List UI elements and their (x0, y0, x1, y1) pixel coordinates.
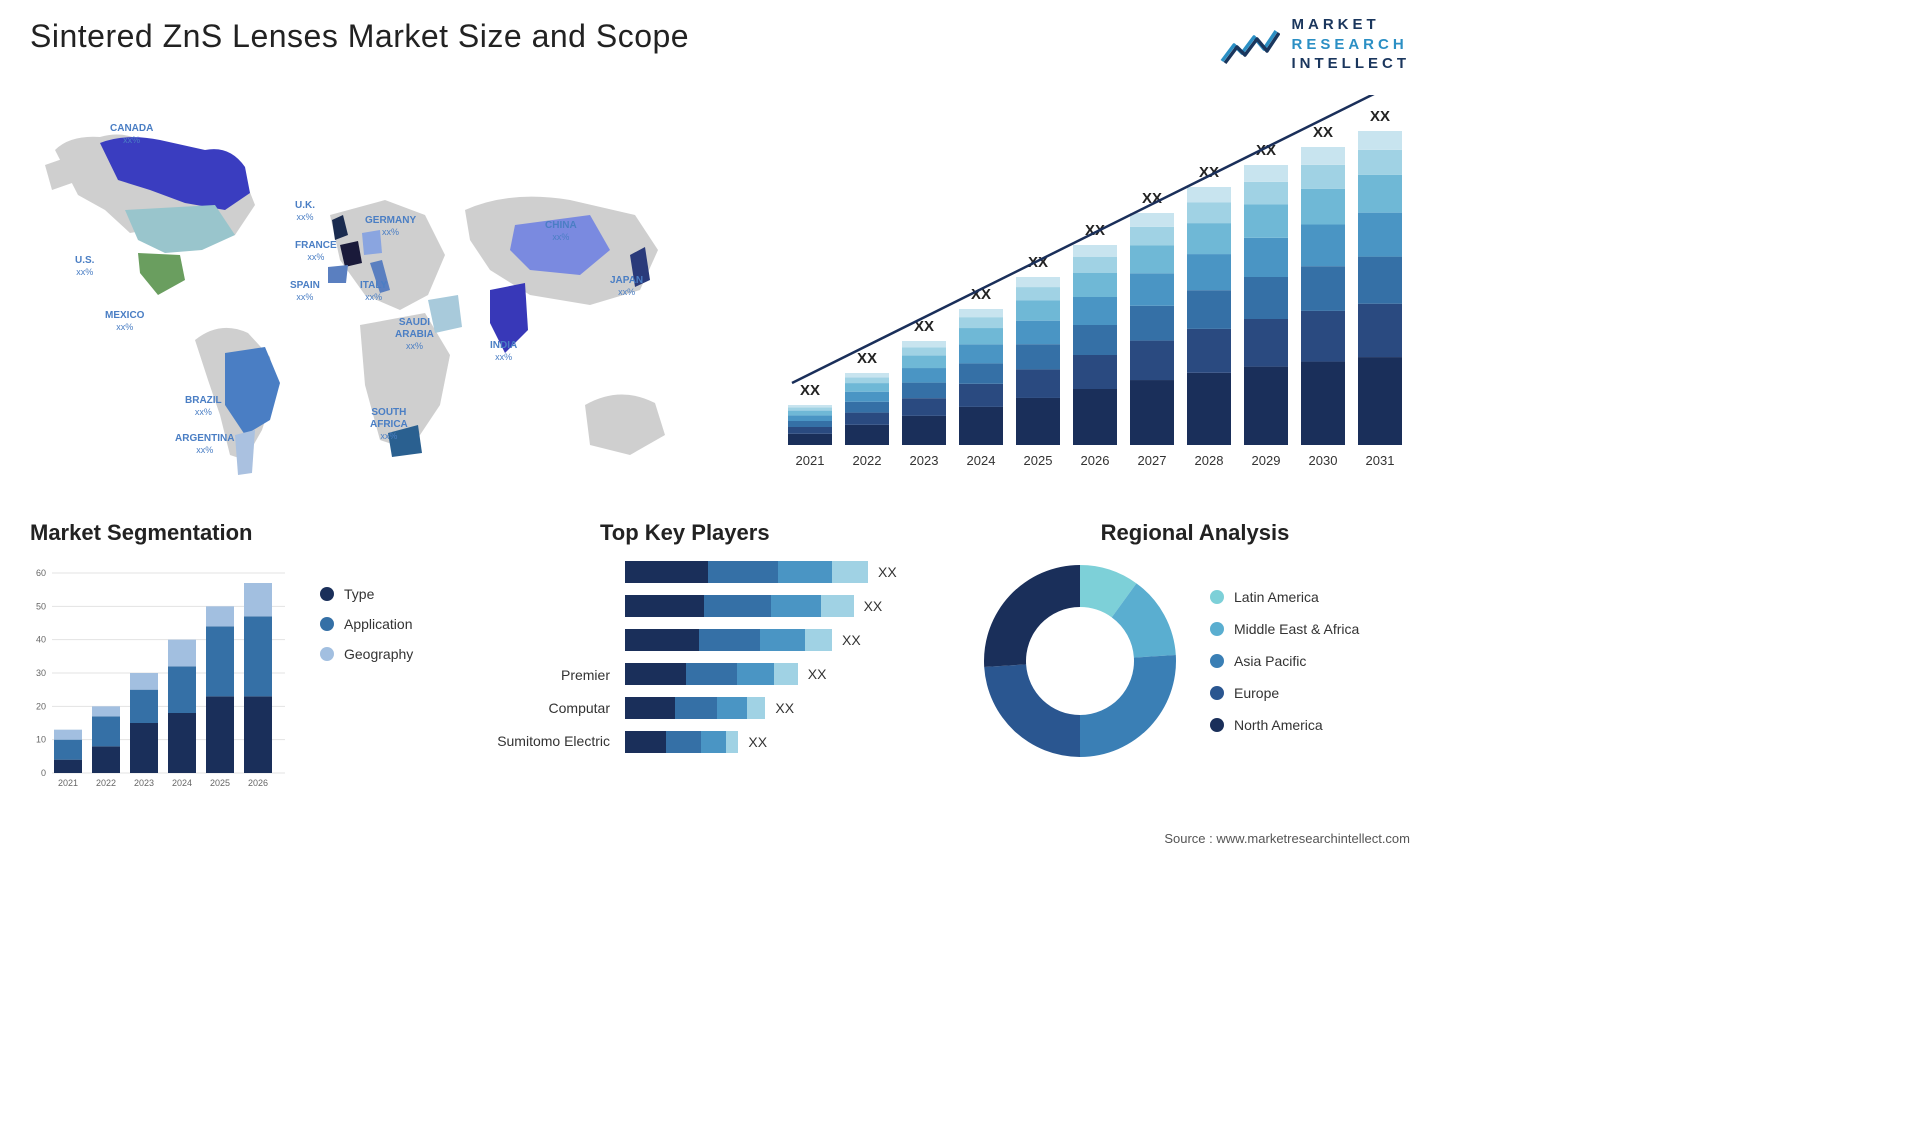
map-label-canada: CANADAxx% (110, 123, 153, 146)
seg-legend-item: Geography (320, 646, 413, 662)
svg-text:2021: 2021 (58, 778, 78, 788)
players-bars: XX XX XX XX XX XX (625, 561, 897, 753)
logo-line1: MARKET (1292, 15, 1411, 35)
player-bar-row: XX (625, 561, 897, 583)
donut-chart (980, 561, 1180, 761)
svg-text:2026: 2026 (248, 778, 268, 788)
region-legend-item: Middle East & Africa (1210, 621, 1359, 637)
logo-line2: RESEARCH (1292, 35, 1411, 55)
map-label-japan: JAPANxx% (610, 275, 643, 298)
player-label: Computar (480, 700, 610, 716)
player-bar-row: XX (625, 697, 897, 719)
segmentation-chart: 0 10 20 30 40 50 60 2021 2022 2023 2024 2025 2026 (30, 561, 290, 791)
map-label-south-africa: SOUTHAFRICAxx% (370, 407, 408, 442)
players-title: Top Key Players (600, 520, 960, 546)
svg-text:0: 0 (41, 768, 46, 778)
svg-text:2029: 2029 (1252, 453, 1281, 468)
svg-text:60: 60 (36, 568, 46, 578)
svg-text:2030: 2030 (1309, 453, 1338, 468)
page-title: Sintered ZnS Lenses Market Size and Scop… (30, 18, 689, 55)
region-legend-item: Asia Pacific (1210, 653, 1359, 669)
map-label-germany: GERMANYxx% (365, 215, 416, 238)
map-label-argentina: ARGENTINAxx% (175, 433, 234, 456)
regional-title: Regional Analysis (980, 520, 1410, 546)
svg-text:2024: 2024 (172, 778, 192, 788)
region-legend-item: Europe (1210, 685, 1359, 701)
logo-icon (1220, 23, 1280, 65)
svg-text:2023: 2023 (134, 778, 154, 788)
regional-section: Regional Analysis Latin America Middle Ea… (980, 520, 1410, 761)
map-label-india: INDIAxx% (490, 340, 517, 363)
player-label: Premier (480, 667, 610, 683)
map-label-france: FRANCExx% (295, 240, 337, 263)
region-legend-item: North America (1210, 717, 1359, 733)
svg-text:2022: 2022 (853, 453, 882, 468)
svg-text:2024: 2024 (967, 453, 996, 468)
svg-text:2023: 2023 (910, 453, 939, 468)
segmentation-legend: Type Application Geography (320, 586, 413, 791)
map-label-china: CHINAxx% (545, 220, 577, 243)
svg-text:40: 40 (36, 635, 46, 645)
svg-text:2025: 2025 (210, 778, 230, 788)
segmentation-title: Market Segmentation (30, 520, 460, 546)
svg-text:2028: 2028 (1195, 453, 1224, 468)
map-label-italy: ITALYxx% (360, 280, 387, 303)
players-labels: Premier Computar Sumitomo Electric (480, 561, 610, 753)
players-section: Top Key Players Premier Computar Sumitomo … (480, 520, 960, 753)
svg-text:2026: 2026 (1081, 453, 1110, 468)
player-bar-row: XX (625, 663, 897, 685)
map-label-brazil: BRAZILxx% (185, 395, 222, 418)
svg-text:XX: XX (1313, 124, 1333, 141)
donut-legend: Latin America Middle East & Africa Asia Pa… (1210, 589, 1359, 733)
player-bar-row: XX (625, 731, 897, 753)
player-label: Sumitomo Electric (480, 733, 610, 749)
map-label-u-k-: U.K.xx% (295, 200, 315, 223)
svg-text:XX: XX (1370, 108, 1390, 125)
map-label-mexico: MEXICOxx% (105, 310, 144, 333)
svg-text:30: 30 (36, 668, 46, 678)
svg-text:2027: 2027 (1138, 453, 1167, 468)
logo-line3: INTELLECT (1292, 54, 1411, 74)
source-text: Source : www.marketresearchintellect.com (1164, 831, 1410, 846)
svg-text:10: 10 (36, 735, 46, 745)
svg-text:XX: XX (857, 350, 877, 367)
svg-text:20: 20 (36, 701, 46, 711)
map-label-u-s-: U.S.xx% (75, 255, 94, 278)
seg-legend-item: Type (320, 586, 413, 602)
player-bar-row: XX (625, 595, 897, 617)
seg-legend-item: Application (320, 616, 413, 632)
map-label-saudi-arabia: SAUDIARABIAxx% (395, 317, 434, 352)
svg-text:2022: 2022 (96, 778, 116, 788)
player-bar-row: XX (625, 629, 897, 651)
svg-text:50: 50 (36, 601, 46, 611)
svg-text:2025: 2025 (1024, 453, 1053, 468)
region-legend-item: Latin America (1210, 589, 1359, 605)
svg-text:2021: 2021 (796, 453, 825, 468)
logo: MARKET RESEARCH INTELLECT (1220, 15, 1411, 74)
svg-text:2031: 2031 (1366, 453, 1395, 468)
map-label-spain: SPAINxx% (290, 280, 320, 303)
growth-chart: XX2021XX2022XX2023XX2024XX2025XX2026XX20… (770, 95, 1410, 485)
world-map: CANADAxx% U.S.xx% MEXICOxx% BRAZILxx% ARGENT… (30, 95, 720, 495)
svg-text:XX: XX (800, 382, 820, 399)
segmentation-section: Market Segmentation 0 10 20 30 40 50 60 2021 202… (30, 520, 460, 791)
